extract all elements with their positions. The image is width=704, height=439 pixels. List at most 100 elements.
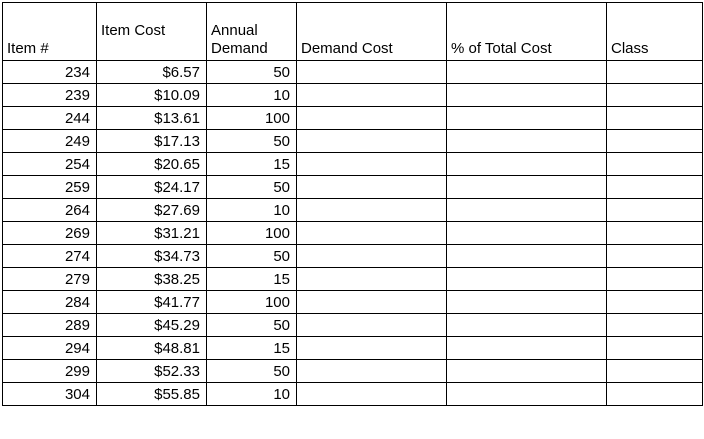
- cell-demand-cost[interactable]: [296, 290, 447, 314]
- cell-class[interactable]: [606, 382, 703, 406]
- cell-item-cost[interactable]: $20.65: [96, 152, 207, 176]
- cell-item-cost[interactable]: $45.29: [96, 313, 207, 337]
- cell-pct-of-total-cost[interactable]: [446, 359, 607, 383]
- cell-item-cost[interactable]: $6.57: [96, 60, 207, 84]
- cell-class[interactable]: [606, 313, 703, 337]
- cell-item-cost[interactable]: $31.21: [96, 221, 207, 245]
- cell-annual-demand[interactable]: 100: [206, 221, 297, 245]
- cell-demand-cost[interactable]: [296, 359, 447, 383]
- cell-demand-cost[interactable]: [296, 106, 447, 130]
- cell-class[interactable]: [606, 106, 703, 130]
- cell-annual-demand[interactable]: 10: [206, 83, 297, 107]
- cell-item-cost[interactable]: $38.25: [96, 267, 207, 291]
- cell-item-cost[interactable]: $48.81: [96, 336, 207, 360]
- cell-item-cost[interactable]: $52.33: [96, 359, 207, 383]
- cell-pct-of-total-cost[interactable]: [446, 313, 607, 337]
- cell-class[interactable]: [606, 83, 703, 107]
- cell-pct-of-total-cost[interactable]: [446, 106, 607, 130]
- cell-class[interactable]: [606, 152, 703, 176]
- cell-annual-demand[interactable]: 50: [206, 313, 297, 337]
- cell-pct-of-total-cost[interactable]: [446, 382, 607, 406]
- cell-pct-of-total-cost[interactable]: [446, 175, 607, 199]
- cell-item-number[interactable]: 244: [2, 106, 97, 130]
- cell-annual-demand[interactable]: 100: [206, 106, 297, 130]
- header-pct-of-total-cost[interactable]: % of Total Cost: [446, 2, 607, 61]
- cell-annual-demand[interactable]: 50: [206, 244, 297, 268]
- cell-pct-of-total-cost[interactable]: [446, 336, 607, 360]
- cell-annual-demand[interactable]: 50: [206, 60, 297, 84]
- header-class[interactable]: Class: [606, 2, 703, 61]
- cell-demand-cost[interactable]: [296, 83, 447, 107]
- cell-annual-demand[interactable]: 50: [206, 129, 297, 153]
- cell-annual-demand[interactable]: 100: [206, 290, 297, 314]
- cell-item-number[interactable]: 249: [2, 129, 97, 153]
- cell-demand-cost[interactable]: [296, 267, 447, 291]
- cell-item-cost[interactable]: $24.17: [96, 175, 207, 199]
- cell-item-number[interactable]: 264: [2, 198, 97, 222]
- cell-demand-cost[interactable]: [296, 175, 447, 199]
- cell-demand-cost[interactable]: [296, 244, 447, 268]
- cell-item-cost[interactable]: $13.61: [96, 106, 207, 130]
- table-row: 289 $45.29 50: [2, 313, 703, 337]
- cell-pct-of-total-cost[interactable]: [446, 198, 607, 222]
- header-item-number[interactable]: Item #: [2, 2, 97, 61]
- cell-item-number[interactable]: 259: [2, 175, 97, 199]
- cell-annual-demand[interactable]: 15: [206, 336, 297, 360]
- cell-item-number[interactable]: 284: [2, 290, 97, 314]
- table-row: 274 $34.73 50: [2, 244, 703, 268]
- cell-item-number[interactable]: 274: [2, 244, 97, 268]
- cell-item-cost[interactable]: $27.69: [96, 198, 207, 222]
- cell-pct-of-total-cost[interactable]: [446, 83, 607, 107]
- cell-class[interactable]: [606, 221, 703, 245]
- cell-demand-cost[interactable]: [296, 336, 447, 360]
- cell-demand-cost[interactable]: [296, 221, 447, 245]
- cell-demand-cost[interactable]: [296, 129, 447, 153]
- cell-item-cost[interactable]: $41.77: [96, 290, 207, 314]
- cell-pct-of-total-cost[interactable]: [446, 152, 607, 176]
- cell-demand-cost[interactable]: [296, 382, 447, 406]
- cell-item-number[interactable]: 304: [2, 382, 97, 406]
- cell-pct-of-total-cost[interactable]: [446, 244, 607, 268]
- cell-item-number[interactable]: 299: [2, 359, 97, 383]
- cell-class[interactable]: [606, 336, 703, 360]
- cell-class[interactable]: [606, 129, 703, 153]
- cell-annual-demand[interactable]: 10: [206, 382, 297, 406]
- header-annual-demand[interactable]: Annual Demand: [206, 2, 297, 61]
- cell-class[interactable]: [606, 359, 703, 383]
- cell-demand-cost[interactable]: [296, 198, 447, 222]
- cell-demand-cost[interactable]: [296, 60, 447, 84]
- cell-item-number[interactable]: 289: [2, 313, 97, 337]
- cell-pct-of-total-cost[interactable]: [446, 290, 607, 314]
- cell-item-number[interactable]: 234: [2, 60, 97, 84]
- header-demand-cost[interactable]: Demand Cost: [296, 2, 447, 61]
- cell-annual-demand[interactable]: 15: [206, 267, 297, 291]
- cell-item-number[interactable]: 294: [2, 336, 97, 360]
- cell-annual-demand[interactable]: 10: [206, 198, 297, 222]
- cell-annual-demand[interactable]: 15: [206, 152, 297, 176]
- cell-annual-demand[interactable]: 50: [206, 175, 297, 199]
- cell-pct-of-total-cost[interactable]: [446, 221, 607, 245]
- cell-demand-cost[interactable]: [296, 152, 447, 176]
- cell-item-cost[interactable]: $55.85: [96, 382, 207, 406]
- cell-pct-of-total-cost[interactable]: [446, 267, 607, 291]
- cell-class[interactable]: [606, 175, 703, 199]
- cell-item-cost[interactable]: $17.13: [96, 129, 207, 153]
- cell-class[interactable]: [606, 60, 703, 84]
- header-item-cost[interactable]: Item Cost: [96, 2, 207, 61]
- cell-item-number[interactable]: 239: [2, 83, 97, 107]
- cell-demand-cost[interactable]: [296, 313, 447, 337]
- cell-class[interactable]: [606, 290, 703, 314]
- cell-class[interactable]: [606, 198, 703, 222]
- table-row: 284 $41.77 100: [2, 290, 703, 314]
- cell-item-number[interactable]: 254: [2, 152, 97, 176]
- cell-annual-demand[interactable]: 50: [206, 359, 297, 383]
- cell-item-cost[interactable]: $10.09: [96, 83, 207, 107]
- cell-pct-of-total-cost[interactable]: [446, 129, 607, 153]
- cell-class[interactable]: [606, 244, 703, 268]
- cell-class[interactable]: [606, 267, 703, 291]
- cell-item-cost[interactable]: $34.73: [96, 244, 207, 268]
- cell-item-number[interactable]: 269: [2, 221, 97, 245]
- cell-item-number[interactable]: 279: [2, 267, 97, 291]
- cell-pct-of-total-cost[interactable]: [446, 60, 607, 84]
